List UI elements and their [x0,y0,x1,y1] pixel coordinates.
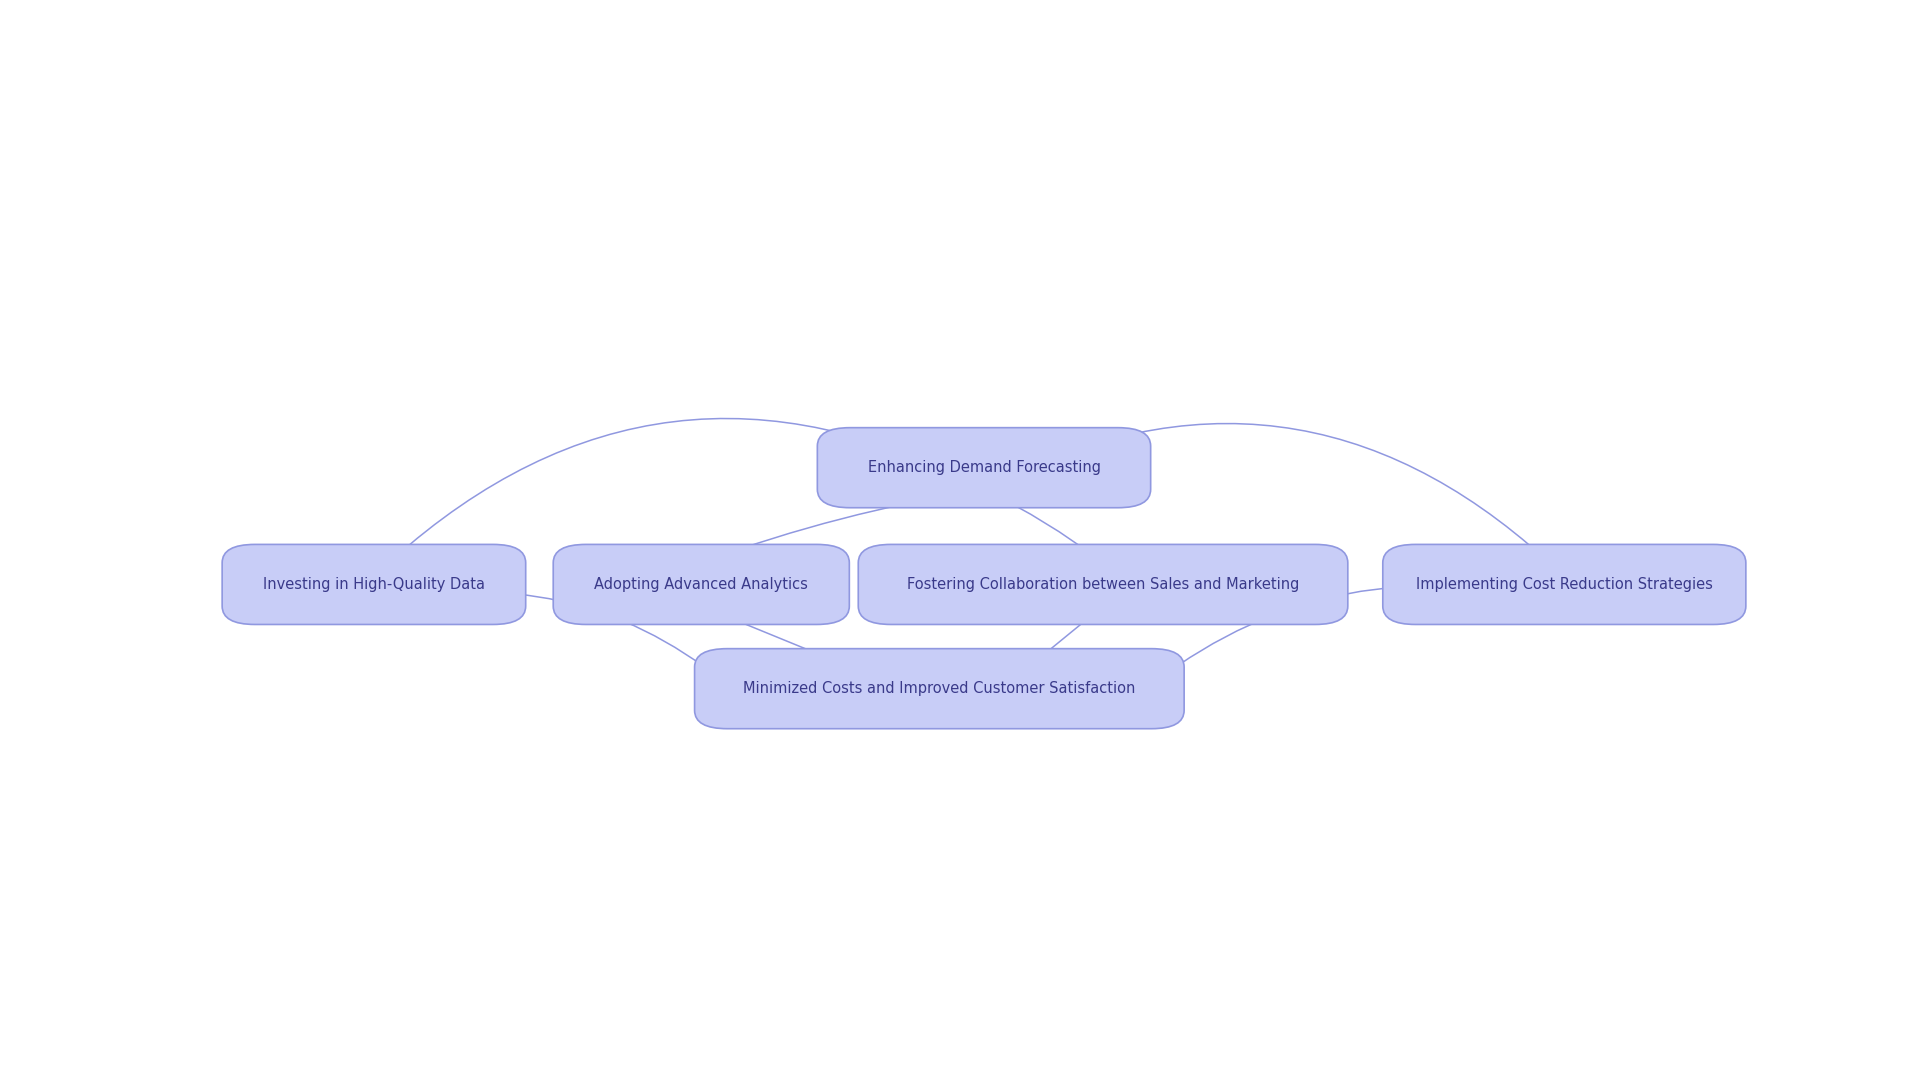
Text: Investing in High-Quality Data: Investing in High-Quality Data [263,577,486,592]
Text: Implementing Cost Reduction Strategies: Implementing Cost Reduction Strategies [1415,577,1713,592]
FancyBboxPatch shape [553,545,849,625]
Text: Fostering Collaboration between Sales and Marketing: Fostering Collaboration between Sales an… [906,577,1300,592]
FancyBboxPatch shape [695,649,1185,729]
Text: Minimized Costs and Improved Customer Satisfaction: Minimized Costs and Improved Customer Sa… [743,681,1135,696]
Text: Adopting Advanced Analytics: Adopting Advanced Analytics [595,577,808,592]
FancyBboxPatch shape [1382,545,1745,625]
FancyBboxPatch shape [818,428,1150,508]
FancyBboxPatch shape [858,545,1348,625]
FancyBboxPatch shape [223,545,526,625]
Text: Enhancing Demand Forecasting: Enhancing Demand Forecasting [868,460,1100,475]
